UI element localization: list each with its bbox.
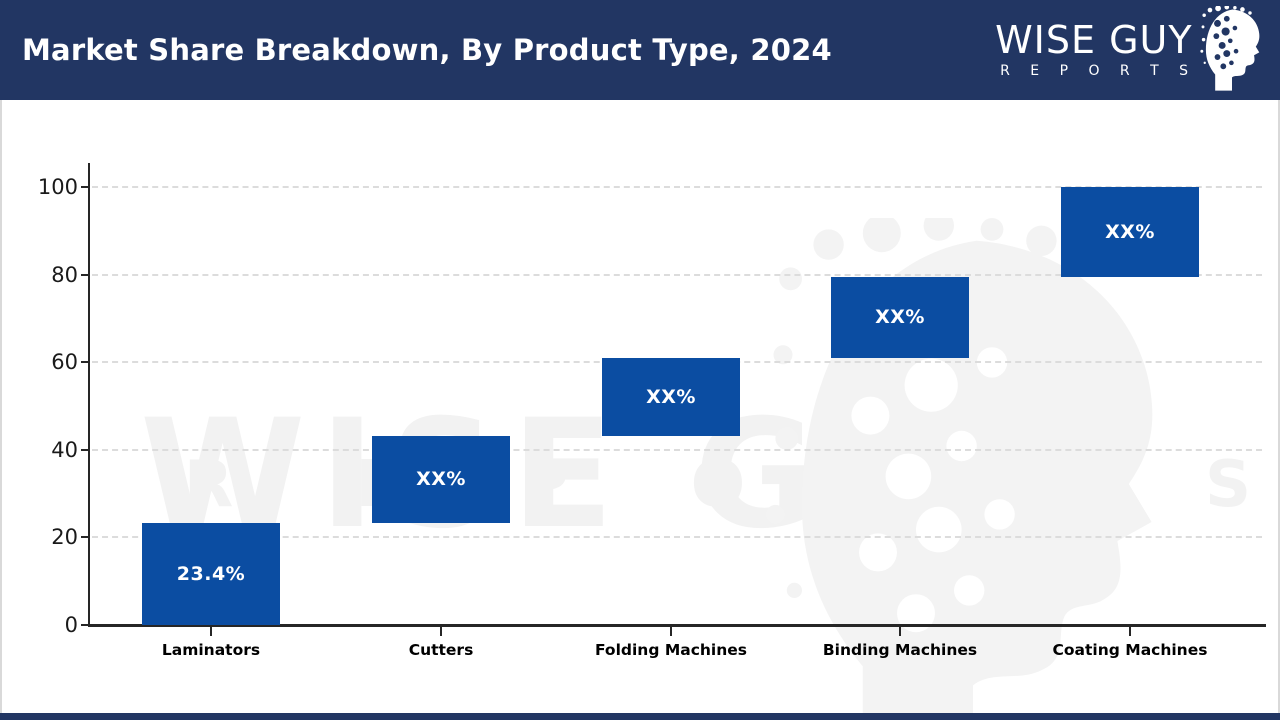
brand-logo-text: WISE GUY R E P O R T S [995,18,1196,79]
brand-name: WISE GUY [995,18,1193,63]
chart-title: Market Share Breakdown, By Product Type,… [22,33,832,67]
chart-area: WISE GUY R E P O R T S [0,100,1280,713]
header: Market Share Breakdown, By Product Type,… [0,0,1280,100]
brand-face-icon [1200,6,1260,91]
brand-subtitle: R E P O R T S [1000,62,1196,79]
footer-bar [0,713,1280,720]
brand-logo: WISE GUY R E P O R T S [995,6,1264,93]
watermark-face-icon [765,218,1153,713]
